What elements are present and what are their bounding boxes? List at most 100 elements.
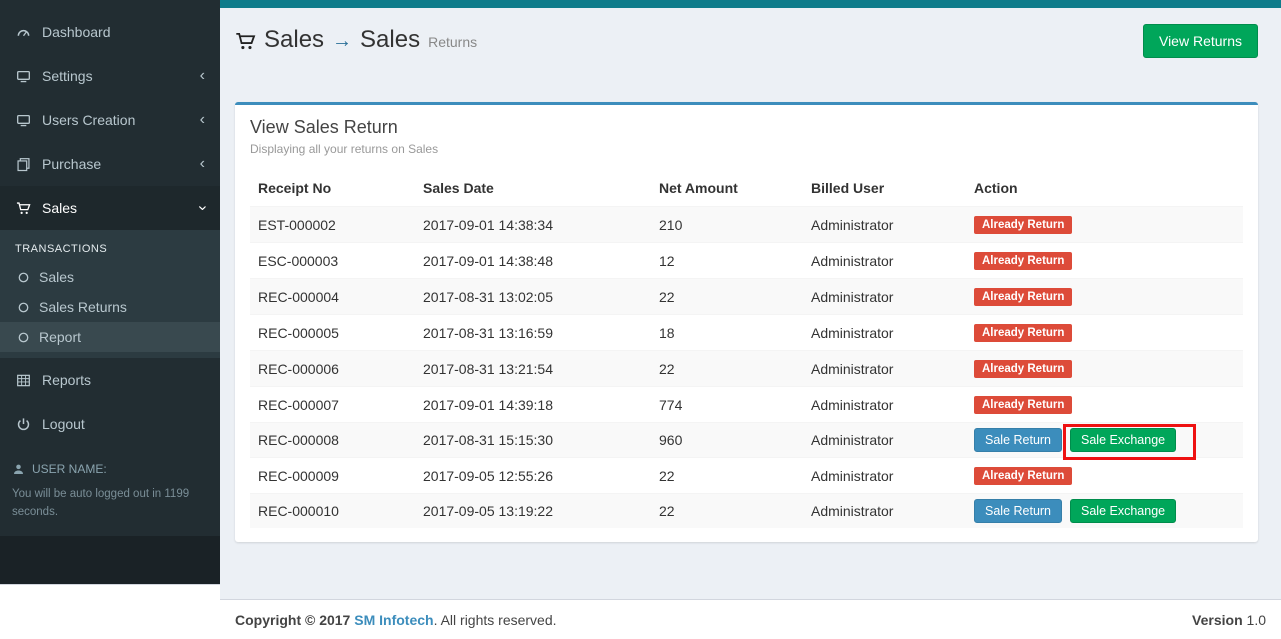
cell-receipt-no: REC-000004 xyxy=(250,278,415,315)
cell-net-amount: 22 xyxy=(651,493,803,528)
cell-billed-user: Administrator xyxy=(803,206,966,243)
monitor-icon xyxy=(15,69,32,84)
table-row: REC-000004 2017-08-31 13:02:05 22 Administr… xyxy=(250,278,1243,315)
submenu-item-label: Report xyxy=(39,329,82,345)
status-badge: Already Return xyxy=(974,360,1073,378)
sidebar-bottom-spacer xyxy=(0,583,220,639)
column-header-receipt-no: Receipt No xyxy=(250,170,415,207)
submenu-item-sales[interactable]: Sales xyxy=(0,262,220,292)
sidebar-item-purchase[interactable]: Purchase ‹ xyxy=(0,142,220,186)
sales-submenu: TRANSACTIONS Sales Sales Returns xyxy=(0,230,220,358)
chevron-left-icon: ‹ xyxy=(199,67,205,84)
column-header-net-amount: Net Amount xyxy=(651,170,803,207)
column-header-action: Action xyxy=(966,170,1243,207)
company-link[interactable]: SM Infotech xyxy=(354,611,434,628)
circle-icon xyxy=(17,301,30,314)
cell-receipt-no: REC-000007 xyxy=(250,386,415,423)
sidebar-footer-block xyxy=(0,535,220,584)
breadcrumb: Sales → Sales Returns xyxy=(235,24,477,58)
cell-billed-user: Administrator xyxy=(803,314,966,351)
cell-sales-date: 2017-09-05 12:55:26 xyxy=(415,457,651,494)
sidebar-item-sales[interactable]: Sales ‹ xyxy=(0,186,220,230)
cell-billed-user: Administrator xyxy=(803,422,966,458)
sidebar-item-settings[interactable]: Settings ‹ xyxy=(0,54,220,98)
cell-net-amount: 22 xyxy=(651,457,803,494)
cell-action: Already Return xyxy=(966,457,1243,494)
cell-action: Already Return xyxy=(966,386,1243,423)
chevron-down-icon: ‹ xyxy=(193,205,211,211)
copy-icon xyxy=(15,157,32,172)
transactions-section-label: TRANSACTIONS xyxy=(15,243,108,255)
cell-action: Sale Return Sale Exchange xyxy=(966,422,1243,460)
page-title: Sales xyxy=(360,26,421,53)
dashboard-icon xyxy=(15,25,32,40)
cell-receipt-no: REC-000005 xyxy=(250,314,415,351)
version-value: 1.0 xyxy=(1246,611,1266,628)
breadcrumb-section: Sales xyxy=(264,26,325,53)
auto-logout-notice: You will be auto logged out in 1199 seco… xyxy=(12,488,190,518)
cell-net-amount: 774 xyxy=(651,386,803,423)
column-header-billed-user: Billed User xyxy=(803,170,966,207)
cell-sales-date: 2017-08-31 13:16:59 xyxy=(415,314,651,351)
cell-receipt-no: REC-000009 xyxy=(250,457,415,494)
sidebar-item-label: Settings xyxy=(42,68,93,84)
cell-receipt-no: REC-000010 xyxy=(250,493,415,528)
sidebar-item-reports[interactable]: Reports xyxy=(0,358,220,402)
sidebar-item-label: Sales xyxy=(42,200,78,216)
sidebar-item-label: Dashboard xyxy=(42,24,111,40)
cell-sales-date: 2017-09-01 14:38:48 xyxy=(415,242,651,279)
cell-net-amount: 18 xyxy=(651,314,803,351)
sale-return-button[interactable]: Sale Return xyxy=(974,499,1063,523)
monitor-icon xyxy=(15,113,32,128)
cell-billed-user: Administrator xyxy=(803,493,966,528)
submenu-item-label: Sales Returns xyxy=(39,299,127,315)
table-header-row: Receipt No Sales Date Net Amount Billed … xyxy=(250,170,1243,207)
cell-sales-date: 2017-08-31 15:15:30 xyxy=(415,422,651,458)
sidebar-item-logout[interactable]: Logout xyxy=(0,402,220,446)
copyright-suffix: . All rights reserved. xyxy=(433,611,557,628)
view-returns-button[interactable]: View Returns xyxy=(1142,24,1258,58)
page-title-suffix: Returns xyxy=(428,34,478,50)
sale-return-button[interactable]: Sale Return xyxy=(974,428,1063,452)
cell-receipt-no: ESC-000003 xyxy=(250,242,415,279)
status-badge: Already Return xyxy=(974,324,1073,342)
content-header: Sales → Sales Returns View Returns xyxy=(220,8,1281,58)
annotation-highlight-box: Sale Exchange xyxy=(1063,424,1197,460)
cell-sales-date: 2017-08-31 13:21:54 xyxy=(415,350,651,387)
sidebar-item-users-creation[interactable]: Users Creation ‹ xyxy=(0,98,220,142)
sidebar: Dashboard Settings ‹ Users Creation ‹ xyxy=(0,0,220,639)
sidebar-item-label: Purchase xyxy=(42,156,102,172)
cell-billed-user: Administrator xyxy=(803,386,966,423)
table-row: REC-000010 2017-09-05 13:19:22 22 Administr… xyxy=(250,493,1243,528)
user-block: USER NAME: You will be auto logged out i… xyxy=(0,446,220,536)
cart-icon xyxy=(235,31,256,52)
cell-net-amount: 22 xyxy=(651,350,803,387)
sale-exchange-button[interactable]: Sale Exchange xyxy=(1070,428,1177,452)
submenu-item-report[interactable]: Report xyxy=(0,322,220,352)
sales-return-table-body: EST-000002 2017-09-01 14:38:34 210 Administ… xyxy=(250,206,1243,528)
table-row: EST-000002 2017-09-01 14:38:34 210 Administ… xyxy=(250,206,1243,243)
cell-sales-date: 2017-09-01 14:39:18 xyxy=(415,386,651,423)
cell-net-amount: 210 xyxy=(651,206,803,243)
cell-billed-user: Administrator xyxy=(803,350,966,387)
cell-receipt-no: REC-000006 xyxy=(250,350,415,387)
content-column: Sales → Sales Returns View Returns View … xyxy=(220,0,1281,639)
main-area: Sales → Sales Returns View Returns View … xyxy=(220,8,1281,599)
submenu-item-sales-returns[interactable]: Sales Returns xyxy=(0,292,220,322)
sales-return-card: View Sales Return Displaying all your re… xyxy=(235,102,1258,542)
sale-exchange-button[interactable]: Sale Exchange xyxy=(1070,499,1177,523)
status-badge: Already Return xyxy=(974,467,1073,485)
sidebar-item-dashboard[interactable]: Dashboard xyxy=(0,10,220,54)
cell-billed-user: Administrator xyxy=(803,457,966,494)
cell-net-amount: 960 xyxy=(651,422,803,458)
cell-billed-user: Administrator xyxy=(803,242,966,279)
table-row: REC-000005 2017-08-31 13:16:59 18 Administr… xyxy=(250,314,1243,351)
status-badge: Already Return xyxy=(974,396,1073,414)
cell-action: Sale Return Sale Exchange xyxy=(966,493,1243,528)
status-badge: Already Return xyxy=(974,288,1073,306)
sidebar-item-label: Logout xyxy=(42,416,85,432)
copyright: Copyright © 2017 SM Infotech. All rights… xyxy=(235,612,557,628)
circle-icon xyxy=(17,331,30,344)
sales-return-table: Receipt No Sales Date Net Amount Billed … xyxy=(250,170,1243,528)
top-accent-bar xyxy=(220,0,1281,8)
